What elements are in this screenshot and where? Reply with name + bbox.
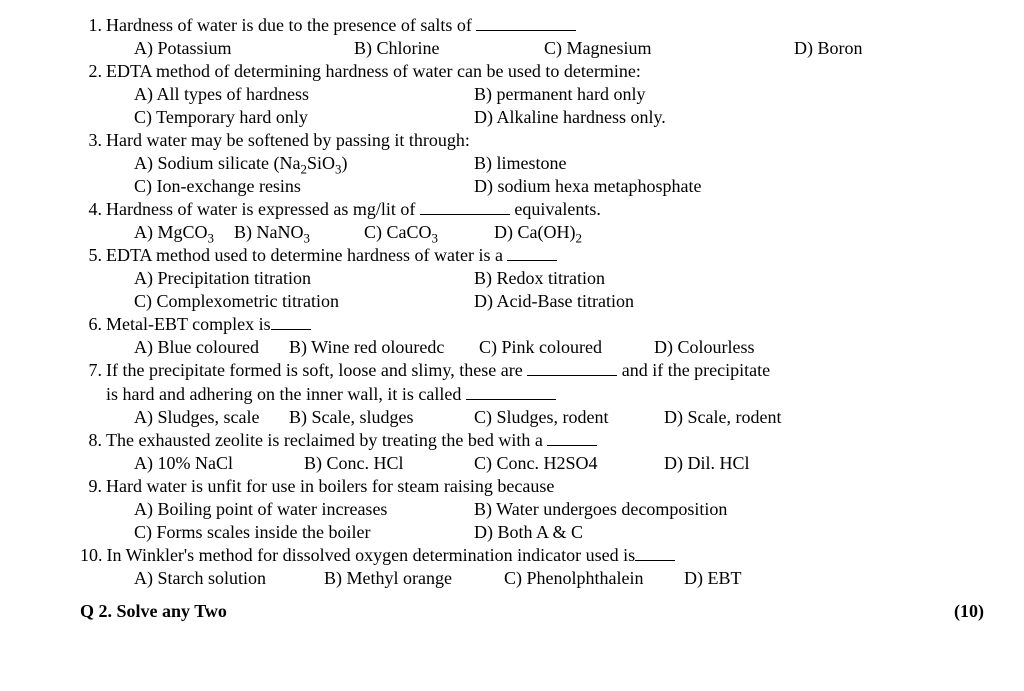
option: D) EBT <box>684 567 742 590</box>
option: B) limestone <box>474 152 567 175</box>
question-row: 10.In Winkler's method for dissolved oxy… <box>80 544 984 567</box>
option: C) CaCO3 <box>364 221 438 247</box>
fill-blank <box>420 200 510 215</box>
question-options: A) MgCO3 B) NaNO3 C) CaCO3 D) Ca(OH)2 <box>134 221 984 244</box>
question-options: A) Sodium silicate (Na2SiO3)B) limestone… <box>134 152 984 198</box>
option: C) Pink coloured <box>479 336 602 359</box>
question-text: Hard water is unfit for use in boilers f… <box>106 475 984 498</box>
question-text: Hard water may be softened by passing it… <box>106 129 984 152</box>
question-text: Hardness of water is expressed as mg/lit… <box>106 198 984 221</box>
question-options: A) All types of hardness B) permanent har… <box>134 83 984 129</box>
option: C) Forms scales inside the boiler <box>134 521 370 544</box>
option: B) Wine red olouredc <box>289 336 444 359</box>
section-2-marks: (10) <box>954 600 984 623</box>
question-text: In Winkler's method for dissolved oxygen… <box>107 544 985 567</box>
option: A) All types of hardness <box>134 83 309 106</box>
question-options: A) 10% NaCl B) Conc. HCl C) Conc. H2SO4 D) … <box>134 452 984 475</box>
option: D) sodium hexa metaphosphate <box>474 175 701 198</box>
question-number: 7. <box>80 359 106 382</box>
fill-blank <box>507 246 557 261</box>
option: D) Boron <box>794 37 863 60</box>
option: A) Starch solution <box>134 567 266 590</box>
option: D) Alkaline hardness only. <box>474 106 666 129</box>
question-number: 1. <box>80 14 106 37</box>
option: C) Conc. H2SO4 <box>474 452 598 475</box>
fill-blank <box>527 361 617 376</box>
option: D) Both A & C <box>474 521 583 544</box>
question-number: 10. <box>80 544 107 567</box>
option: D) Scale, rodent <box>664 406 781 429</box>
question-options: A) Precipitation titration B) Redox titra… <box>134 267 984 313</box>
option: C) Temporary hard only <box>134 106 308 129</box>
question-row: 2.EDTA method of determining hardness of… <box>80 60 984 83</box>
question-text: If the precipitate formed is soft, loose… <box>106 359 984 405</box>
question-text: Hardness of water is due to the presence… <box>106 14 984 37</box>
fill-blank <box>547 430 597 445</box>
option: C) Sludges, rodent <box>474 406 609 429</box>
question-number: 2. <box>80 60 106 83</box>
option: C) Complexometric titration <box>134 290 339 313</box>
option: C) Phenolphthalein <box>504 567 643 590</box>
section-2-label: Q 2. Solve any Two <box>80 600 227 623</box>
option: D) Ca(OH)2 <box>494 221 582 247</box>
question-row: 3.Hard water may be softened by passing … <box>80 129 984 152</box>
question-number: 5. <box>80 244 106 267</box>
question-text: EDTA method of determining hardness of w… <box>106 60 984 83</box>
exam-questions: 1.Hardness of water is due to the presen… <box>40 14 984 590</box>
question-row: 6.Metal-EBT complex is <box>80 313 984 336</box>
option: B) Methyl orange <box>324 567 452 590</box>
option: B) Scale, sludges <box>289 406 413 429</box>
option: A) Sludges, scale <box>134 406 259 429</box>
question-number: 4. <box>80 198 106 221</box>
option: B) Water undergoes decomposition <box>474 498 727 521</box>
question-row: 8.The exhausted zeolite is reclaimed by … <box>80 429 984 452</box>
question-number: 6. <box>80 313 106 336</box>
question-options: A) Sludges, scale B) Scale, sludges C) Slu… <box>134 406 984 429</box>
question-row: 4.Hardness of water is expressed as mg/l… <box>80 198 984 221</box>
option: C) Magnesium <box>544 37 652 60</box>
question-options: A) Boiling point of water increases B) Wa… <box>134 498 984 544</box>
option: B) permanent hard only <box>474 83 645 106</box>
fill-blank <box>466 384 556 399</box>
option: A) Potassium <box>134 37 232 60</box>
option: B) Conc. HCl <box>304 452 404 475</box>
section-2-heading: Q 2. Solve any Two (10) <box>80 600 984 623</box>
question-options: A) Starch solution B) Methyl orange C) Phe… <box>134 567 984 590</box>
option: C) Ion-exchange resins <box>134 175 301 198</box>
option: A) Precipitation titration <box>134 267 311 290</box>
question-row: 5.EDTA method used to determine hardness… <box>80 244 984 267</box>
option: B) Redox titration <box>474 267 605 290</box>
question-row: 7.If the precipitate formed is soft, loo… <box>80 359 984 405</box>
question-row: 1.Hardness of water is due to the presen… <box>80 14 984 37</box>
question-options: A) Potassium B) Chlorine C) Magnesium D) Bo… <box>134 37 984 60</box>
option: A) MgCO3 <box>134 221 214 247</box>
question-number: 9. <box>80 475 106 498</box>
fill-blank <box>271 315 311 330</box>
option: B) NaNO3 <box>234 221 310 247</box>
option: D) Acid-Base titration <box>474 290 634 313</box>
question-row: 9.Hard water is unfit for use in boilers… <box>80 475 984 498</box>
question-text: The exhausted zeolite is reclaimed by tr… <box>106 429 984 452</box>
option: A) Boiling point of water increases <box>134 498 387 521</box>
question-number: 3. <box>80 129 106 152</box>
option: B) Chlorine <box>354 37 440 60</box>
option: D) Colourless <box>654 336 755 359</box>
question-text: Metal-EBT complex is <box>106 313 984 336</box>
fill-blank <box>476 16 576 31</box>
question-number: 8. <box>80 429 106 452</box>
fill-blank <box>635 545 675 560</box>
option: D) Dil. HCl <box>664 452 750 475</box>
question-options: A) Blue coloured B) Wine red olouredc C) P… <box>134 336 984 359</box>
question-text: EDTA method used to determine hardness o… <box>106 244 984 267</box>
option: A) 10% NaCl <box>134 452 233 475</box>
option: A) Blue coloured <box>134 336 259 359</box>
